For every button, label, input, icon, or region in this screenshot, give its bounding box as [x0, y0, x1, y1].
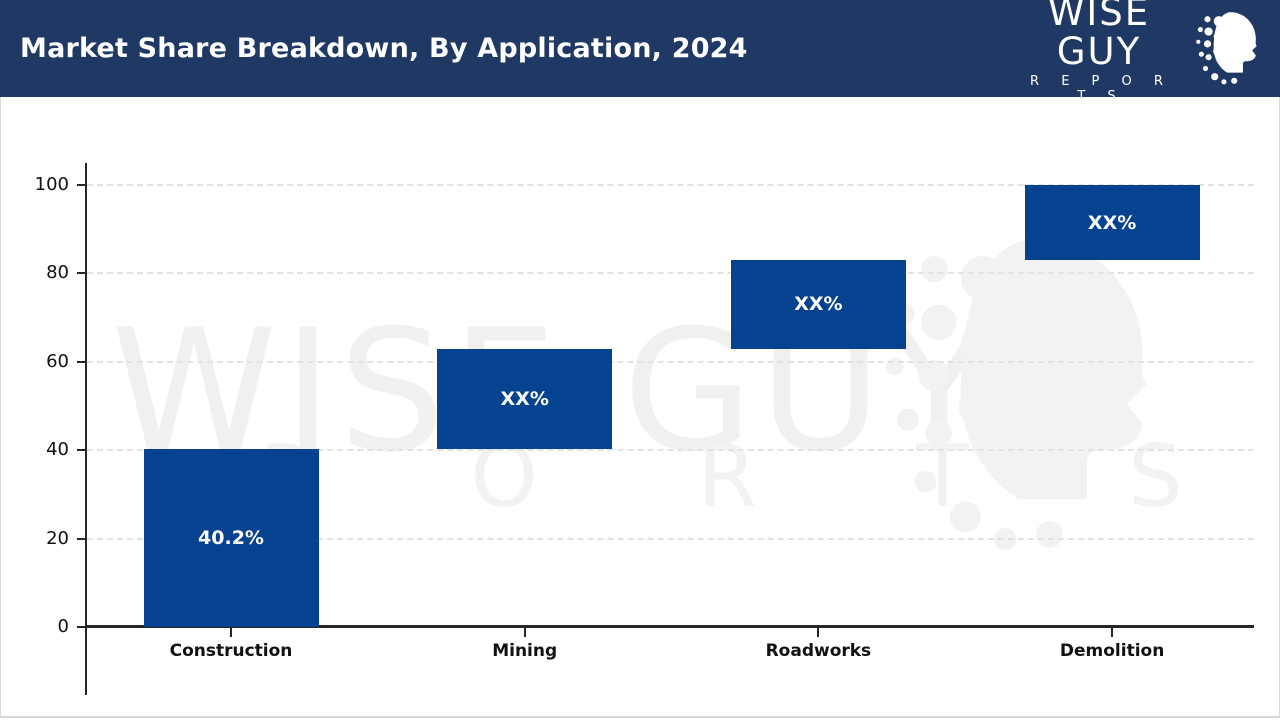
gridline-80: [87, 272, 1254, 275]
bar-value-label: XX%: [794, 293, 843, 316]
y-tick-label: 80: [46, 262, 69, 284]
y-tick-mark-40: [77, 449, 85, 452]
y-axis-line: [85, 163, 87, 695]
header-bar: Market Share Breakdown, By Application, …: [0, 0, 1280, 104]
x-axis-line: [85, 625, 1254, 628]
y-tick-mark-20: [77, 537, 85, 540]
bar-demolition: XX%: [1024, 185, 1200, 261]
gridline-100: [87, 184, 1254, 186]
gridline-40: [87, 449, 1254, 452]
y-tick-mark-100: [77, 184, 85, 186]
gridline-20: [87, 537, 1254, 540]
gridline-60: [87, 360, 1254, 363]
y-tick-label: 40: [46, 439, 69, 461]
x-category-label: Mining: [492, 641, 558, 661]
y-tick-mark-60: [77, 360, 85, 363]
logo-text: WISE GUY R E P O R T S: [1012, 0, 1186, 104]
y-tick-mark-80: [77, 272, 85, 275]
y-tick-label: 20: [46, 527, 69, 549]
x-tick-mark-roadworks: [817, 628, 820, 637]
chart-area: WISE GUY P O R T S 0 20 40 60 80 100 40.2% Cons…: [0, 97, 1280, 716]
bar-roadworks: XX%: [730, 260, 906, 349]
bar-value-label: XX%: [500, 387, 549, 410]
x-tick-mark-demolition: [1111, 628, 1114, 637]
logo-wordmark: WISE GUY: [1047, 0, 1151, 73]
face-watermark-icon: [885, 238, 1147, 551]
bar-value-label: XX%: [1087, 211, 1137, 234]
bar-construction: 40.2%: [143, 449, 319, 627]
x-category-label: Construction: [169, 641, 293, 661]
y-tick-label: 60: [46, 350, 69, 372]
page-title: Market Share Breakdown, By Application, …: [20, 33, 748, 64]
wiseguy-face-icon: [1196, 12, 1257, 85]
x-category-label: Demolition: [1059, 641, 1165, 661]
bottom-border: [0, 716, 1280, 718]
y-tick-label: 100: [34, 174, 69, 195]
bar-mining: XX%: [437, 348, 613, 450]
wiseguy-logo: WISE GUY R E P O R T S: [1012, 0, 1262, 104]
y-tick-label: 0: [57, 616, 69, 637]
y-tick-mark-0: [77, 626, 85, 628]
x-category-label: Roadworks: [765, 641, 872, 661]
x-tick-mark-construction: [230, 628, 232, 637]
bar-value-label: 40.2%: [198, 527, 264, 550]
x-tick-mark-mining: [523, 628, 526, 637]
